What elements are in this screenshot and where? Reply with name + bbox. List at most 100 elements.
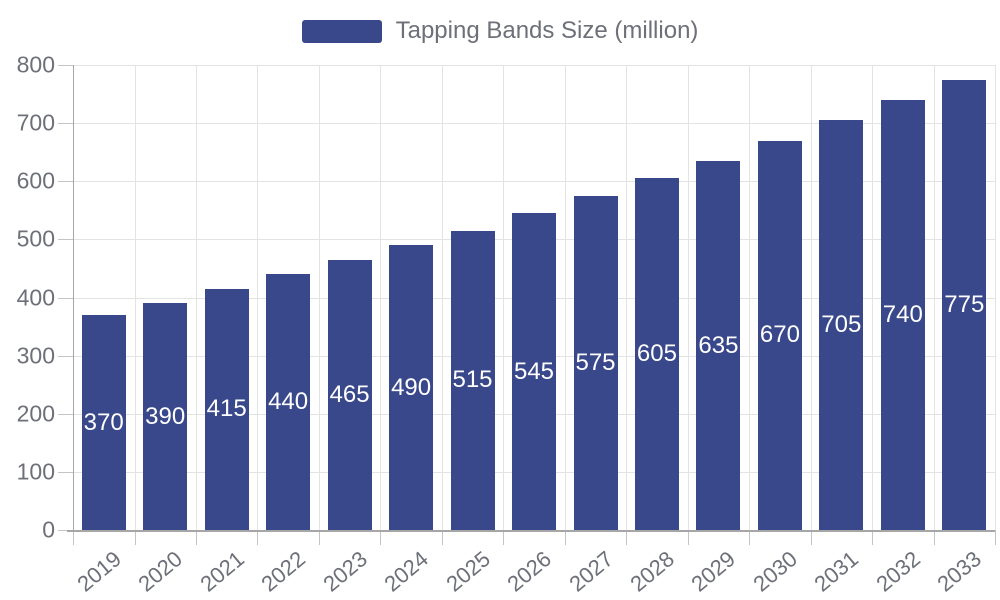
bar-value-label: 515 [452,366,493,394]
x-tick [73,530,74,545]
v-gridline [380,65,382,530]
x-axis-label: 2022 [256,546,311,597]
x-axis-label: 2026 [502,546,557,597]
x-tick [687,530,689,545]
y-tick-label: 600 [16,167,55,194]
bar [450,230,495,530]
bar-value-label: 670 [759,321,800,349]
bar [81,314,126,530]
x-tick [872,530,874,545]
x-axis-label: 2021 [195,546,249,597]
y-tick [58,471,73,473]
legend[interactable]: Tapping Bands Size (million) [0,14,1000,48]
v-gridline [441,65,443,530]
v-gridline [810,65,812,530]
bar [757,140,802,530]
v-gridline [626,65,628,530]
bar [389,245,434,530]
y-tick-label: 0 [42,516,55,543]
bar-value-label: 370 [83,408,124,436]
x-axis-label: 2027 [563,546,618,597]
x-tick [380,530,382,545]
bar-value-label: 390 [145,402,186,430]
x-axis-label: 2020 [133,546,188,597]
bar [696,160,741,530]
x-tick [933,530,935,545]
v-gridline [564,65,566,530]
x-tick [995,530,996,545]
x-axis-label: 2019 [72,546,126,597]
x-axis-label: 2029 [686,546,741,597]
v-gridline [687,65,689,530]
v-gridline [872,65,874,530]
x-tick [134,530,136,545]
y-tick [58,355,73,357]
bar-value-label: 705 [821,311,862,339]
y-tick-label: 500 [16,225,55,252]
y-tick-label: 800 [16,51,55,78]
y-tick-label: 700 [16,109,55,136]
bar-value-label: 415 [206,395,247,423]
bar [143,303,188,530]
x-tick [195,530,197,545]
y-tick [58,181,73,183]
bar-value-label: 490 [391,373,432,401]
bar [819,120,864,530]
x-axis-label: 2023 [318,546,372,597]
y-tick [58,123,73,125]
x-axis-line [67,530,995,532]
y-axis-line [73,65,74,530]
y-tick-label: 200 [16,400,55,427]
bar-value-label: 775 [944,290,985,318]
y-tick-label: 100 [16,458,55,485]
legend-label: Tapping Bands Size (million) [395,17,699,44]
bar-value-label: 575 [575,348,616,376]
x-axis-label: 2030 [748,546,802,597]
x-tick [626,530,628,545]
bar-value-label: 635 [698,331,739,359]
legend-swatch [301,19,382,43]
v-gridline [749,65,751,530]
bar [266,274,311,531]
v-gridline [195,65,197,530]
bar [327,259,372,530]
x-axis-label: 2024 [379,546,434,597]
x-tick [564,530,566,545]
x-axis-label: 2031 [809,546,864,597]
y-tick [58,65,73,66]
x-tick [441,530,443,545]
bar-value-label: 605 [636,340,677,368]
h-gridline [73,65,995,66]
bar [880,99,925,530]
bar [942,79,987,530]
x-axis-label: 2028 [625,546,679,597]
bar-value-label: 740 [882,300,923,328]
v-gridline [995,65,996,530]
y-tick [58,413,73,415]
bar [204,288,249,530]
x-tick [749,530,751,545]
y-tick [58,530,73,531]
x-axis-label: 2033 [932,546,987,597]
v-gridline [257,65,259,530]
v-gridline [134,65,136,530]
bar-value-label: 545 [513,357,555,385]
x-axis-label: 2032 [871,546,925,597]
y-tick [58,239,73,241]
bar [634,178,679,530]
x-axis-label: 2025 [440,546,495,597]
h-gridline [73,181,995,183]
bar-value-label: 440 [268,388,309,416]
v-gridline [503,65,505,530]
v-gridline [933,65,935,530]
y-tick [58,297,73,299]
bar [573,195,618,530]
bar [512,213,556,530]
x-tick [318,530,320,545]
x-tick [810,530,812,545]
bar-value-label: 465 [329,380,370,408]
x-tick [503,530,505,545]
y-tick-label: 400 [16,284,55,310]
h-gridline [73,123,995,125]
